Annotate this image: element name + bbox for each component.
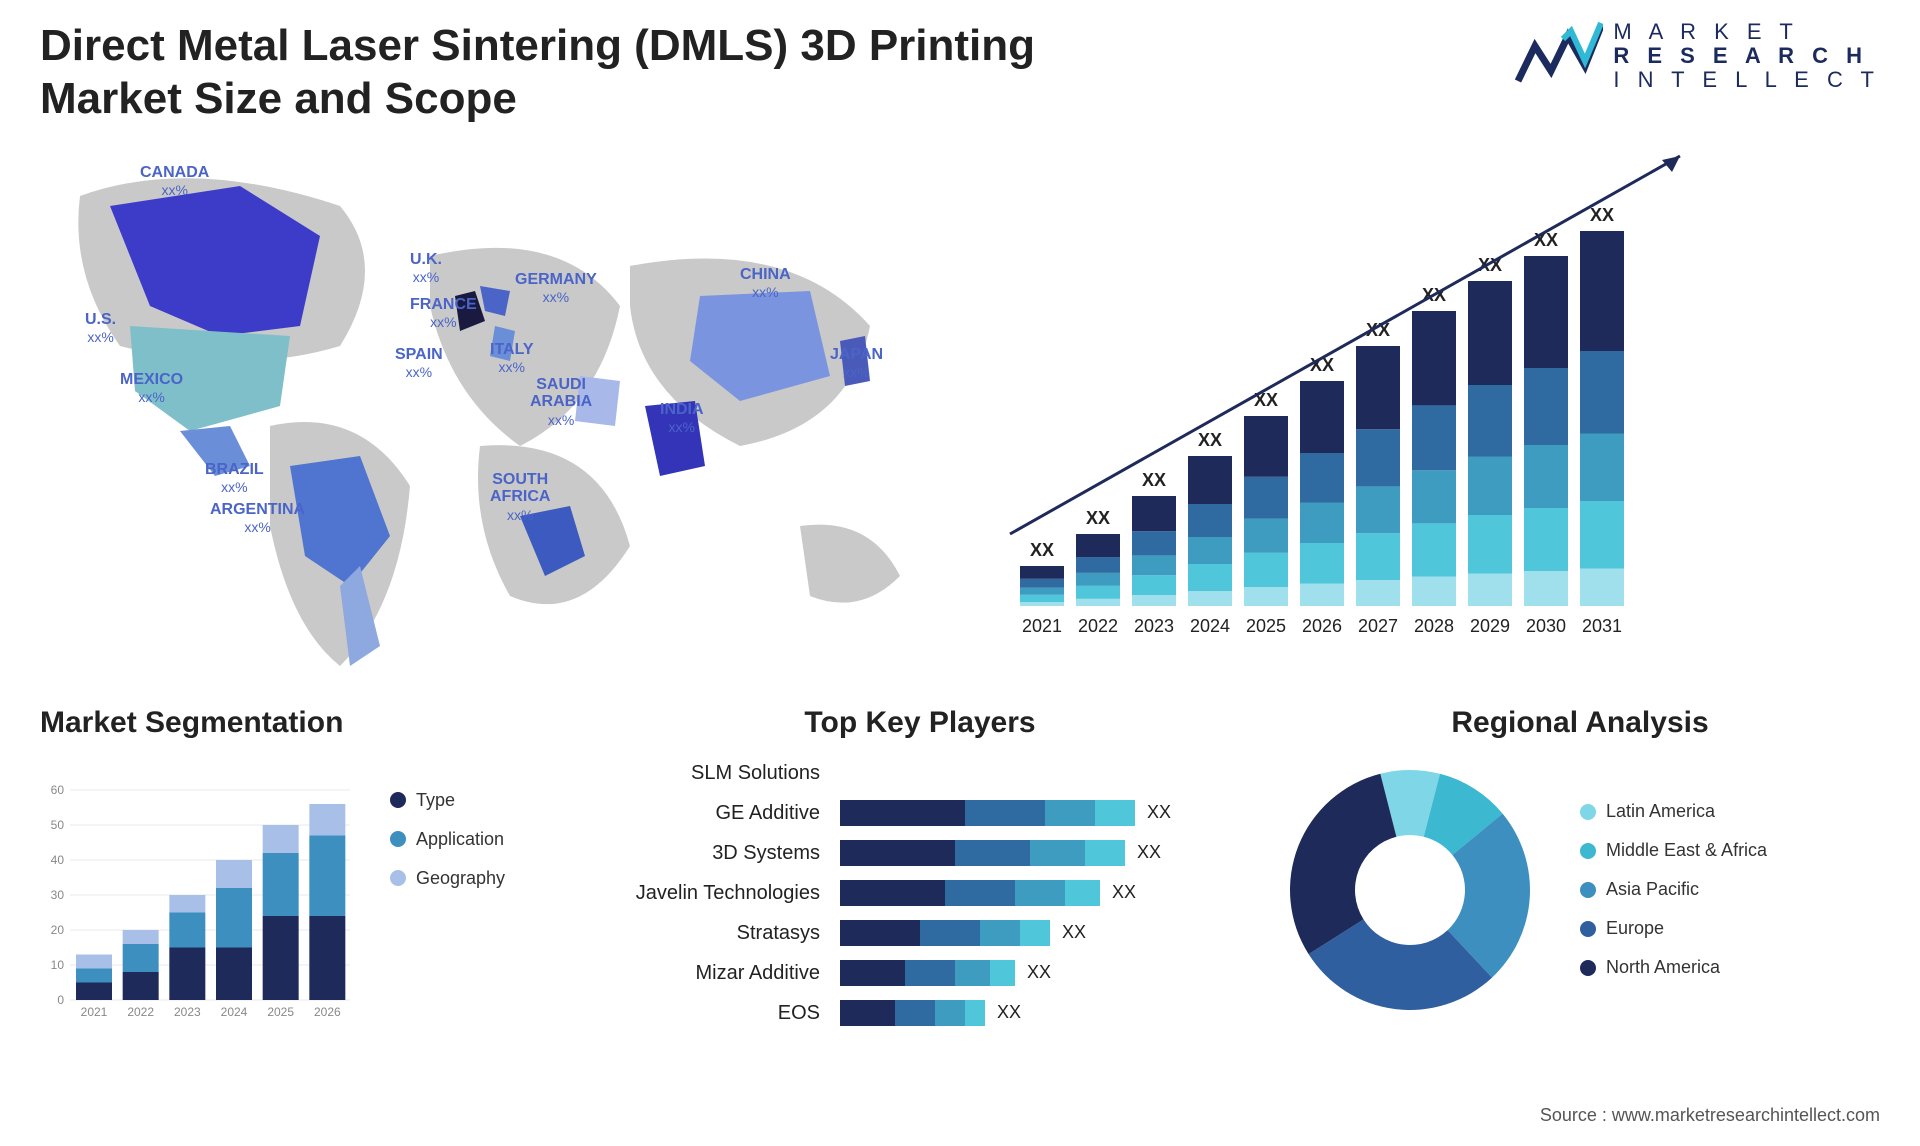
svg-text:40: 40 (51, 853, 65, 867)
player-bar-row: XX (840, 1000, 1240, 1026)
svg-text:2021: 2021 (1022, 616, 1062, 636)
market-size-chart: XX2021XX2022XX2023XX2024XX2025XX2026XX20… (990, 146, 1880, 666)
regional-donut (1280, 760, 1540, 1020)
svg-text:XX: XX (1030, 540, 1054, 560)
player-value: XX (997, 1002, 1021, 1023)
svg-text:2022: 2022 (1078, 616, 1118, 636)
country-label: SAUDIARABIAxx% (530, 376, 592, 429)
legend-item: Asia Pacific (1580, 879, 1767, 900)
legend-item: Type (390, 790, 505, 811)
svg-text:XX: XX (1086, 508, 1110, 528)
player-name: Stratasys (600, 920, 820, 946)
svg-text:2030: 2030 (1526, 616, 1566, 636)
svg-text:2028: 2028 (1414, 616, 1454, 636)
svg-text:2026: 2026 (1302, 616, 1342, 636)
legend-item: Application (390, 829, 505, 850)
svg-text:2023: 2023 (1134, 616, 1174, 636)
svg-text:20: 20 (51, 923, 65, 937)
regional-legend: Latin America Middle East & Africa Asia Pa… (1580, 801, 1767, 978)
main-chart-svg: XX2021XX2022XX2023XX2024XX2025XX2026XX20… (990, 146, 1710, 666)
legend-item: Geography (390, 868, 505, 889)
player-value: XX (1027, 962, 1051, 983)
country-label: INDIAxx% (660, 401, 704, 436)
svg-text:XX: XX (1142, 470, 1166, 490)
svg-text:2022: 2022 (127, 1005, 154, 1019)
player-name: 3D Systems (600, 840, 820, 866)
country-label: JAPANxx% (830, 346, 883, 381)
svg-text:50: 50 (51, 818, 65, 832)
country-label: U.S.xx% (85, 311, 116, 346)
country-label: U.K.xx% (410, 251, 442, 286)
world-map: CANADAxx% U.S.xx%MEXICOxx% BRAZILxx% ARGENT… (40, 146, 960, 666)
player-bar-row: XX (840, 920, 1240, 946)
player-name: Javelin Technologies (600, 880, 820, 906)
svg-text:2026: 2026 (314, 1005, 341, 1019)
svg-text:0: 0 (57, 993, 64, 1007)
country-label: BRAZILxx% (205, 461, 264, 496)
svg-text:2024: 2024 (221, 1005, 248, 1019)
svg-text:2027: 2027 (1358, 616, 1398, 636)
country-label: ITALYxx% (490, 341, 534, 376)
segmentation-title: Market Segmentation (40, 706, 560, 740)
legend-item: Europe (1580, 918, 1767, 939)
players-title: Top Key Players (600, 706, 1240, 740)
svg-text:60: 60 (51, 783, 65, 797)
country-label: SPAINxx% (395, 346, 443, 381)
country-label: GERMANYxx% (515, 271, 597, 306)
legend-item: North America (1580, 957, 1767, 978)
player-bars: XXXXXXXXXXXX (840, 760, 1240, 1026)
svg-text:2031: 2031 (1582, 616, 1622, 636)
svg-text:2021: 2021 (81, 1005, 108, 1019)
country-label: SOUTHAFRICAxx% (490, 471, 550, 524)
country-label: CANADAxx% (140, 164, 209, 199)
source-text: Source : www.marketresearchintellect.com (1540, 1105, 1880, 1126)
player-name: Mizar Additive (600, 960, 820, 986)
player-value: XX (1147, 802, 1171, 823)
svg-text:XX: XX (1590, 205, 1614, 225)
player-bar-row: XX (840, 800, 1240, 826)
logo: M A R K E T R E S E A R C H I N T E L L … (1513, 20, 1880, 93)
segmentation-chart: 0 10 20 30 40 50 60 2021 2022 2023 2024 2025 2026 (40, 760, 360, 1020)
svg-text:2023: 2023 (174, 1005, 201, 1019)
player-name: GE Additive (600, 800, 820, 826)
player-value: XX (1112, 882, 1136, 903)
legend-item: Middle East & Africa (1580, 840, 1767, 861)
page-title: Direct Metal Laser Sintering (DMLS) 3D P… (40, 20, 1040, 126)
svg-text:30: 30 (51, 888, 65, 902)
regional-title: Regional Analysis (1280, 706, 1880, 740)
svg-text:2029: 2029 (1470, 616, 1510, 636)
country-label: MEXICOxx% (120, 371, 183, 406)
player-names: SLM Solutions GE Additive 3D Systems Javeli… (600, 760, 820, 1026)
logo-text: M A R K E T R E S E A R C H I N T E L L … (1613, 20, 1880, 93)
country-label: CHINAxx% (740, 266, 791, 301)
player-name: EOS (600, 1000, 820, 1026)
player-name: SLM Solutions (600, 760, 820, 786)
svg-text:2024: 2024 (1190, 616, 1230, 636)
player-bar-row: XX (840, 840, 1240, 866)
country-label: ARGENTINAxx% (210, 501, 305, 536)
svg-text:2025: 2025 (267, 1005, 294, 1019)
player-value: XX (1137, 842, 1161, 863)
svg-text:XX: XX (1198, 430, 1222, 450)
country-label: FRANCExx% (410, 296, 477, 331)
player-bar-row: XX (840, 960, 1240, 986)
segmentation-legend: Type Application Geography (390, 760, 505, 1020)
map-svg (40, 146, 960, 666)
player-value: XX (1062, 922, 1086, 943)
legend-item: Latin America (1580, 801, 1767, 822)
svg-text:2025: 2025 (1246, 616, 1286, 636)
player-bar-row: XX (840, 880, 1240, 906)
svg-text:10: 10 (51, 958, 65, 972)
